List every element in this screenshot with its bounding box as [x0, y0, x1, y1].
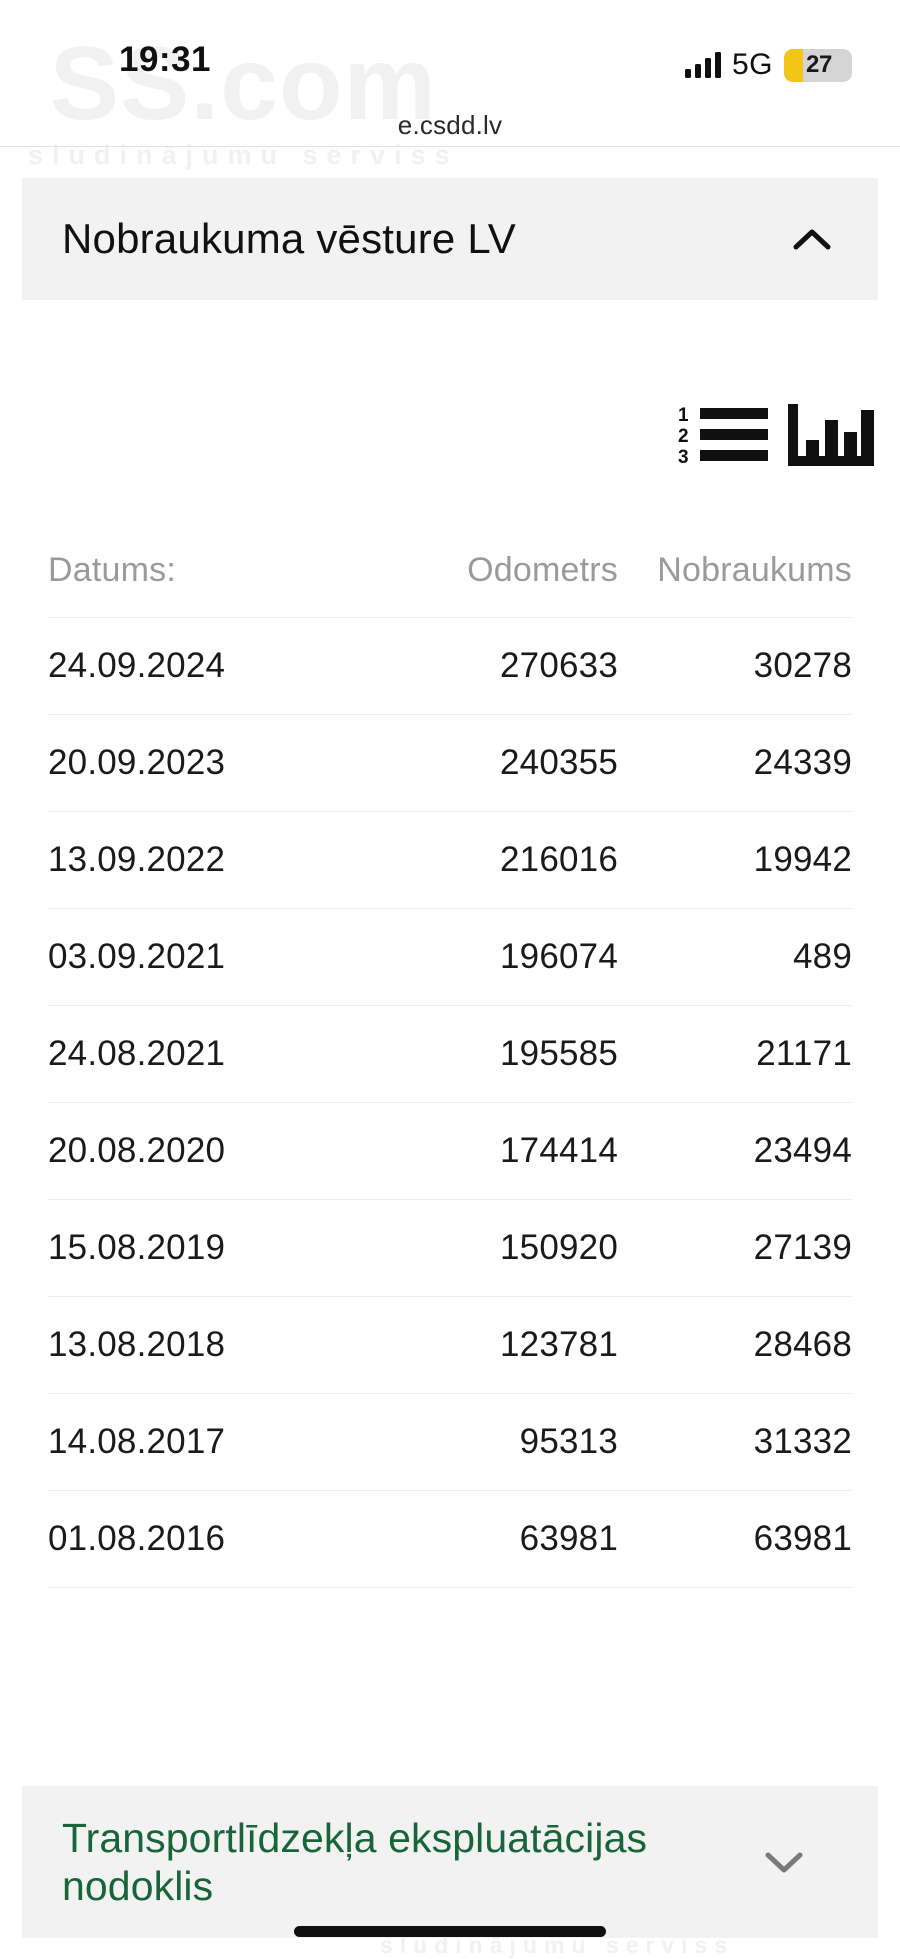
cell-date: 24.09.2024: [48, 646, 226, 685]
table-row: 14.08.2017 95313 31332: [48, 1394, 852, 1491]
cell-odometer: 150920: [500, 1228, 618, 1267]
table-row: 13.08.2018 123781 28468: [48, 1297, 852, 1394]
table-row: 01.08.2016 63981 63981: [48, 1491, 852, 1588]
status-bar: 19:31 5G 27: [0, 0, 900, 104]
cell-mileage: 30278: [753, 646, 852, 685]
table-header-row: Datums: Odometrs Nobraukums: [48, 524, 852, 618]
cell-odometer: 240355: [500, 743, 618, 782]
cell-odometer: 196074: [500, 937, 618, 976]
battery-fill: [784, 48, 803, 82]
cell-mileage: 63981: [753, 1519, 852, 1558]
cell-date: 15.08.2019: [48, 1228, 226, 1267]
section-title-tax: Transportlīdzekļa ekspluatācijas nodokli…: [62, 1814, 648, 1909]
chevron-up-icon[interactable]: [790, 217, 834, 261]
column-header-date: Datums:: [48, 551, 176, 589]
cell-mileage: 28468: [753, 1325, 852, 1364]
numbered-list-icon[interactable]: 1 2 3: [678, 404, 770, 466]
cell-odometer: 174414: [500, 1131, 618, 1170]
chevron-down-icon[interactable]: [762, 1840, 806, 1884]
table-row: 20.08.2020 174414 23494: [48, 1103, 852, 1200]
cell-date: 01.08.2016: [48, 1519, 226, 1558]
table-row: 24.09.2024 270633 30278: [48, 618, 852, 715]
cell-date: 14.08.2017: [48, 1422, 226, 1461]
url-bar-divider: [0, 146, 900, 147]
cell-odometer: 195585: [500, 1034, 618, 1073]
table-row: 15.08.2019 150920 27139: [48, 1200, 852, 1297]
section-header-mileage[interactable]: Nobraukuma vēsture LV: [22, 178, 878, 300]
svg-text:3: 3: [678, 447, 689, 466]
bar-chart-icon[interactable]: [788, 404, 874, 466]
cell-date: 20.08.2020: [48, 1131, 226, 1170]
network-type-label: 5G: [731, 48, 773, 81]
status-bar-indicators: 5G 27: [684, 48, 852, 82]
cell-date: 20.09.2023: [48, 743, 226, 782]
cell-mileage: 489: [793, 937, 852, 976]
signal-bars-icon: [684, 52, 721, 78]
section-title-mileage: Nobraukuma vēsture LV: [62, 215, 516, 262]
column-header-mileage: Nobraukums: [657, 551, 852, 589]
table-row: 20.09.2023 240355 24339: [48, 715, 852, 812]
cell-mileage: 27139: [753, 1228, 852, 1267]
browser-url-bar[interactable]: e.csdd.lv: [0, 104, 900, 146]
section-header-tax[interactable]: Transportlīdzekļa ekspluatācijas nodokli…: [22, 1786, 878, 1938]
cell-date: 13.08.2018: [48, 1325, 226, 1364]
mileage-history-table: Datums: Odometrs Nobraukums 24.09.2024 2…: [48, 524, 852, 1588]
table-row: 03.09.2021 196074 489: [48, 909, 852, 1006]
url-text: e.csdd.lv: [397, 109, 503, 140]
battery-low-power-icon: 27: [784, 48, 852, 82]
cell-mileage: 21171: [756, 1034, 852, 1073]
status-bar-clock: 19:31: [118, 40, 212, 79]
cell-odometer: 216016: [500, 840, 618, 879]
cell-date: 24.08.2021: [48, 1034, 226, 1073]
cell-odometer: 270633: [500, 646, 618, 685]
svg-text:2: 2: [678, 426, 689, 447]
cell-date: 03.09.2021: [48, 937, 226, 976]
cell-mileage: 19942: [753, 840, 852, 879]
table-view-toolbar: 1 2 3: [678, 404, 874, 466]
home-indicator[interactable]: [294, 1926, 606, 1937]
battery-percent-label: 27: [805, 51, 833, 78]
table-row: 24.08.2021 195585 21171: [48, 1006, 852, 1103]
column-header-odometer: Odometrs: [467, 551, 618, 589]
cell-mileage: 24339: [753, 743, 852, 782]
cell-odometer: 95313: [519, 1422, 618, 1461]
cell-date: 13.09.2022: [48, 840, 226, 879]
cell-odometer: 63981: [519, 1519, 618, 1558]
cell-odometer: 123781: [500, 1325, 618, 1364]
cell-mileage: 31332: [753, 1422, 852, 1461]
svg-text:1: 1: [678, 405, 689, 426]
table-row: 13.09.2022 216016 19942: [48, 812, 852, 909]
cell-mileage: 23494: [753, 1131, 852, 1170]
